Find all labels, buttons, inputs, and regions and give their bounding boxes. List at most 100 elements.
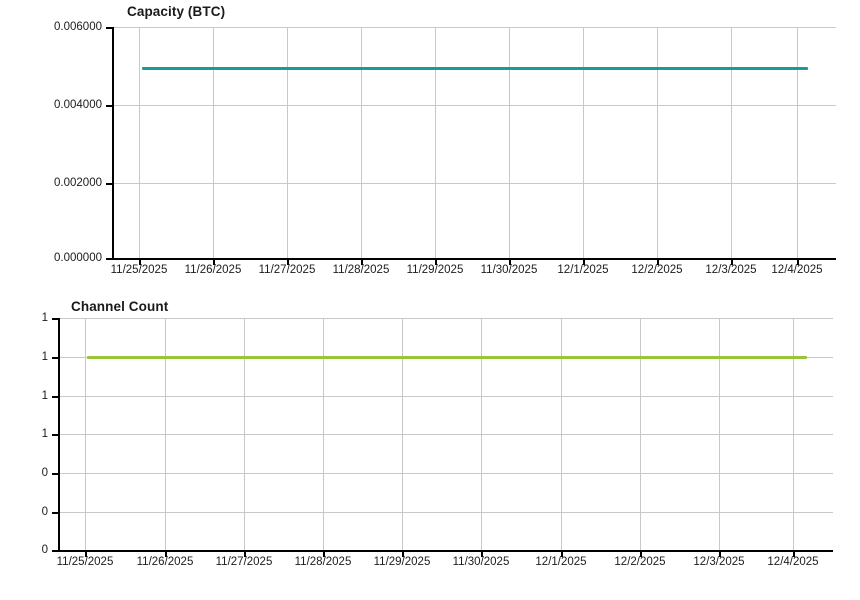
channel-count-x-tick	[561, 551, 563, 557]
channel-count-x-tick	[640, 551, 642, 557]
channel-count-y-tick-label: 1	[41, 390, 48, 402]
channel-count-gridline-v	[481, 318, 482, 550]
channel-count-y-tick-label: 1	[41, 312, 48, 324]
channel-count-gridline-v	[793, 318, 794, 550]
capacity-x-tick	[287, 259, 289, 265]
capacity-y-tick-label: 0.000000	[54, 252, 102, 264]
capacity-gridline-h	[113, 183, 836, 184]
channel-count-x-tick-label: 11/27/2025	[215, 556, 273, 568]
capacity-y-tick	[106, 27, 112, 29]
channel-count-x-tick-label: 12/3/2025	[693, 556, 745, 568]
capacity-y-tick	[106, 105, 112, 107]
channel-count-gridline-v	[402, 318, 403, 550]
capacity-gridline-v	[139, 27, 140, 258]
capacity-x-tick-label: 11/26/2025	[184, 264, 242, 276]
capacity-x-tick-label: 12/3/2025	[705, 264, 757, 276]
channel-count-y-tick-label: 0	[41, 467, 48, 479]
channel-count-y-tick	[52, 357, 58, 359]
capacity-x-tick-label: 12/4/2025	[771, 264, 823, 276]
channel-count-y-axis	[58, 318, 60, 552]
channel-count-x-tick	[719, 551, 721, 557]
channel-count-x-tick-label: 11/29/2025	[373, 556, 431, 568]
channel-count-y-tick-label: 1	[41, 351, 48, 363]
capacity-x-tick-label: 11/27/2025	[258, 264, 316, 276]
capacity-x-tick-label: 11/30/2025	[480, 264, 538, 276]
channel-count-gridline-h	[59, 512, 833, 513]
capacity-x-tick-label: 12/1/2025	[557, 264, 609, 276]
channel-count-gridline-v	[323, 318, 324, 550]
capacity-plot-background	[113, 27, 836, 258]
capacity-series-line	[142, 67, 808, 70]
channel-count-y-tick-label: 0	[41, 544, 48, 556]
channel-count-x-tick	[481, 551, 483, 557]
channel-count-gridline-v	[165, 318, 166, 550]
capacity-gridline-v	[435, 27, 436, 258]
channel-count-gridline-v	[244, 318, 245, 550]
capacity-x-tick-label: 12/2/2025	[631, 264, 683, 276]
capacity-x-tick	[361, 259, 363, 265]
channel-count-x-tick-label: 11/26/2025	[136, 556, 194, 568]
channel-count-gridline-h	[59, 318, 833, 319]
channel-count-y-tick	[52, 396, 58, 398]
capacity-gridline-v	[731, 27, 732, 258]
channel-count-x-tick-label: 11/28/2025	[294, 556, 352, 568]
channel-count-y-tick	[52, 473, 58, 475]
channel-count-gridline-v	[561, 318, 562, 550]
capacity-gridline-v	[657, 27, 658, 258]
channel-count-x-axis	[58, 550, 833, 552]
capacity-y-tick	[106, 258, 112, 260]
channel-count-x-tick-label: 11/25/2025	[56, 556, 114, 568]
capacity-gridline-v	[797, 27, 798, 258]
capacity-gridline-h	[113, 105, 836, 106]
capacity-gridline-v	[361, 27, 362, 258]
capacity-y-tick-label: 0.002000	[54, 177, 102, 189]
capacity-gridline-v	[287, 27, 288, 258]
channel-count-x-tick	[323, 551, 325, 557]
channel-count-x-tick	[244, 551, 246, 557]
channel-count-gridline-h	[59, 434, 833, 435]
capacity-x-tick	[509, 259, 511, 265]
capacity-x-tick	[213, 259, 215, 265]
channel-count-x-tick-label: 12/1/2025	[535, 556, 587, 568]
capacity-x-tick-label: 11/28/2025	[332, 264, 390, 276]
capacity-y-tick-label: 0.006000	[54, 21, 102, 33]
channel-count-y-tick-label: 0	[41, 506, 48, 518]
channel-count-y-tick	[52, 318, 58, 320]
capacity-x-tick-label: 11/29/2025	[406, 264, 464, 276]
channel-count-x-tick-label: 11/30/2025	[452, 556, 510, 568]
capacity-chart-title: Capacity (BTC)	[127, 4, 226, 19]
channel-count-x-tick	[85, 551, 87, 557]
capacity-gridline-h	[113, 27, 836, 28]
capacity-y-tick	[106, 183, 112, 185]
channel-count-x-tick-label: 12/2/2025	[614, 556, 666, 568]
capacity-x-tick	[583, 259, 585, 265]
channel-count-x-tick-label: 12/4/2025	[767, 556, 819, 568]
capacity-gridline-v	[583, 27, 584, 258]
capacity-x-tick	[657, 259, 659, 265]
capacity-y-tick-label: 0.004000	[54, 99, 102, 111]
capacity-plot-area	[113, 27, 836, 258]
channel-count-gridline-h	[59, 396, 833, 397]
capacity-x-tick	[139, 259, 141, 265]
channel-count-plot-area	[59, 318, 833, 550]
capacity-x-tick	[797, 259, 799, 265]
channel-count-x-tick	[402, 551, 404, 557]
capacity-x-tick-label: 11/25/2025	[110, 264, 168, 276]
channel-count-y-tick	[52, 550, 58, 552]
channel-count-y-tick	[52, 512, 58, 514]
capacity-gridline-v	[213, 27, 214, 258]
channel-count-x-tick	[793, 551, 795, 557]
channel-count-chart-title: Channel Count	[71, 299, 169, 314]
capacity-gridline-v	[509, 27, 510, 258]
channel-count-y-tick	[52, 434, 58, 436]
capacity-x-tick	[731, 259, 733, 265]
channel-count-gridline-h	[59, 473, 833, 474]
channel-count-y-tick-label: 1	[41, 428, 48, 440]
channel-count-x-tick	[165, 551, 167, 557]
channel-count-gridline-v	[719, 318, 720, 550]
capacity-x-tick	[435, 259, 437, 265]
channel-count-gridline-v	[85, 318, 86, 550]
channel-count-series-line	[87, 356, 807, 359]
channel-count-gridline-v	[640, 318, 641, 550]
